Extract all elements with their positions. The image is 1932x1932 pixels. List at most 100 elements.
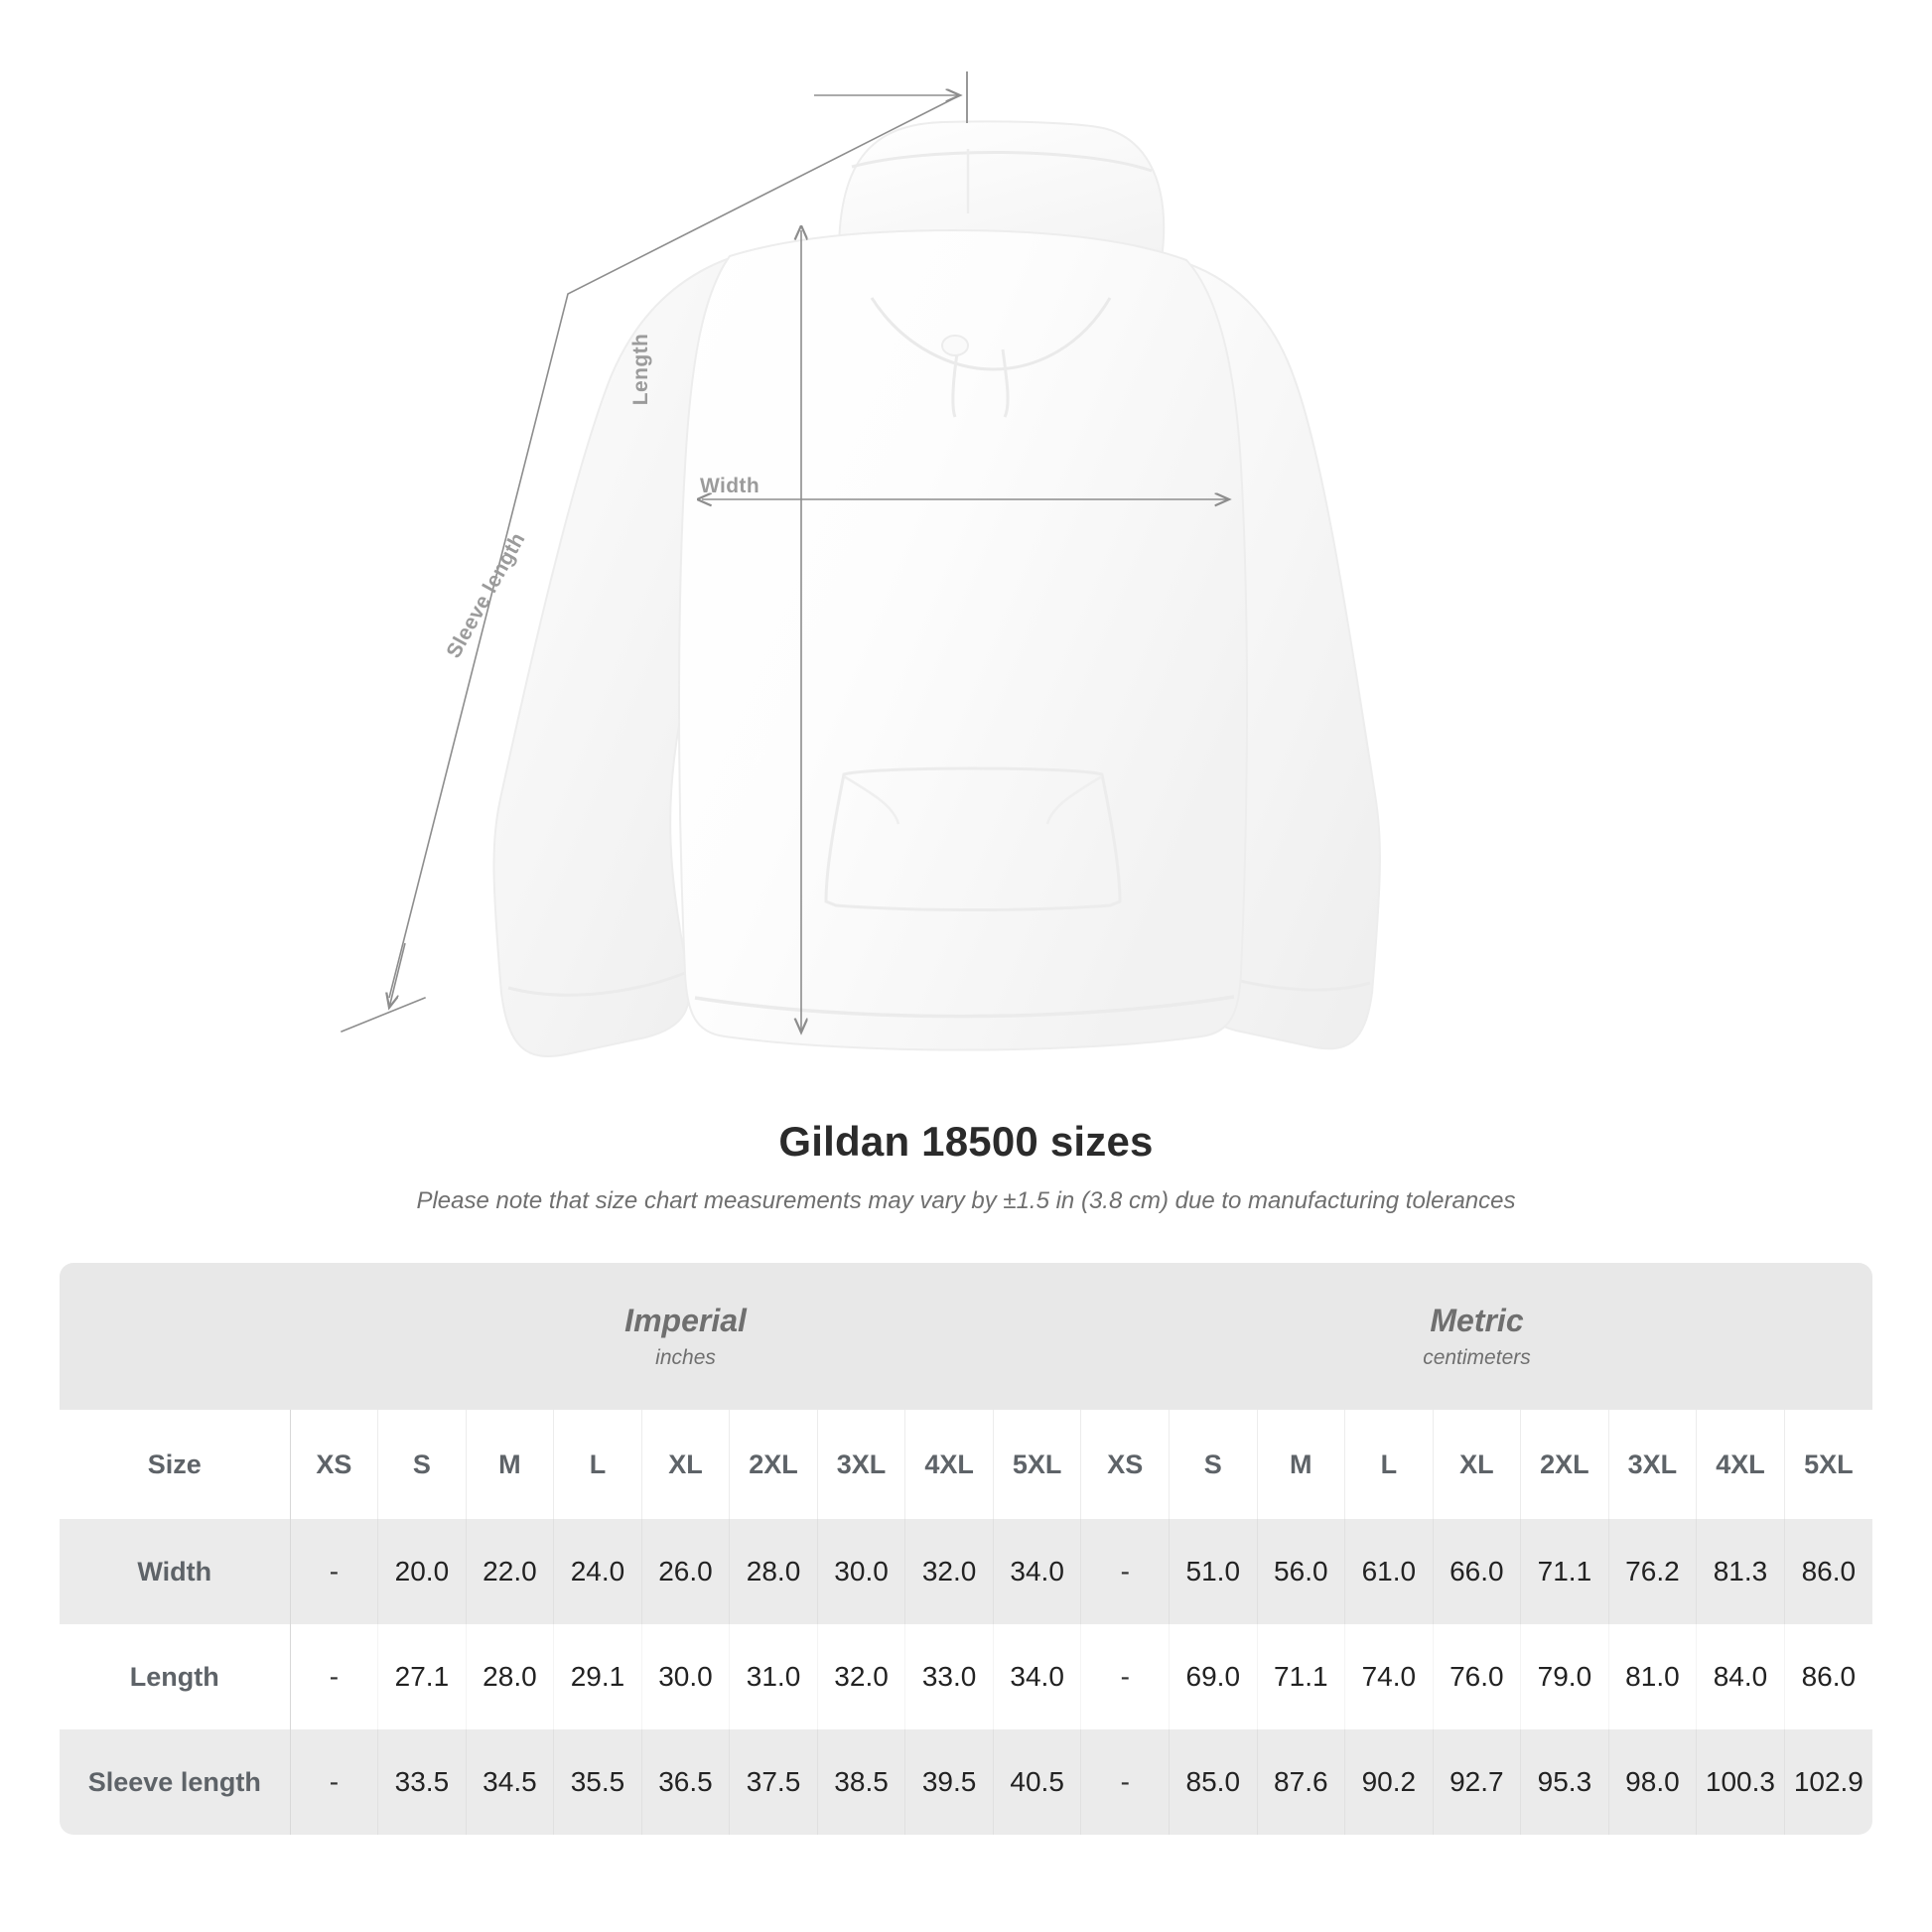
size-corner-label: Size	[60, 1410, 291, 1519]
cell-sleeve-length-metric-s: 85.0	[1169, 1729, 1258, 1835]
sleeve-measure-leader	[388, 94, 961, 999]
size-header-imperial-xs: XS	[290, 1410, 379, 1519]
cell-length-metric-l: 74.0	[1344, 1624, 1434, 1729]
size-header-metric-4xl: 4XL	[1696, 1410, 1785, 1519]
cell-sleeve-length-imperial-m: 34.5	[466, 1729, 555, 1835]
cell-length-metric-xl: 76.0	[1433, 1624, 1522, 1729]
size-header-metric-xl: XL	[1433, 1410, 1522, 1519]
sleeve-bottom-arrow	[389, 942, 406, 1008]
cell-width-imperial-4xl: 32.0	[904, 1519, 994, 1624]
metric-unit-title: Metric	[1430, 1302, 1524, 1338]
table-row: Sleeve length -33.5 34.5 35.5 36.5 37.5 38.5 39…	[60, 1729, 1872, 1835]
cell-width-metric-5xl: 86.0	[1784, 1519, 1872, 1624]
cell-length-metric-5xl: 86.0	[1784, 1624, 1872, 1729]
size-header-imperial-m: M	[466, 1410, 555, 1519]
size-header-row: Size XS S M L XL 2XL 3XL 4XL 5XL XS S M L XL 2XL 3XL 4XL…	[60, 1410, 1872, 1519]
title-block: Gildan 18500 sizes Please note that size…	[0, 1118, 1932, 1215]
size-header-imperial-4xl: 4XL	[904, 1410, 994, 1519]
cell-sleeve-length-metric-2xl: 95.3	[1520, 1729, 1609, 1835]
cell-length-imperial-xs: -	[290, 1624, 379, 1729]
cell-width-imperial-xl: 26.0	[641, 1519, 731, 1624]
length-label: Length	[629, 333, 652, 406]
cell-length-imperial-xl: 30.0	[641, 1624, 731, 1729]
cell-length-metric-4xl: 84.0	[1696, 1624, 1785, 1729]
size-header-metric-5xl: 5XL	[1784, 1410, 1872, 1519]
garment-diagram: Length Width Sleeve length	[341, 71, 1381, 1057]
cell-width-metric-4xl: 81.3	[1696, 1519, 1785, 1624]
unit-banner-spacer	[60, 1263, 291, 1410]
size-table-body: Width -20.0 22.0 24.0 26.0 28.0 30.0 32.0 34.0-5…	[60, 1519, 1872, 1835]
size-table-wrapper: Imperial inches Metric centimeters Size …	[60, 1263, 1872, 1835]
sleeve-bottom-tick	[341, 997, 426, 1033]
cell-length-imperial-3xl: 32.0	[817, 1624, 906, 1729]
cell-length-metric-m: 71.1	[1257, 1624, 1346, 1729]
size-header-imperial-3xl: 3XL	[817, 1410, 906, 1519]
cell-sleeve-length-metric-5xl: 102.9	[1784, 1729, 1872, 1835]
cell-length-imperial-2xl: 31.0	[729, 1624, 818, 1729]
hoodie-artwork	[492, 120, 1381, 1057]
cell-length-metric-3xl: 81.0	[1608, 1624, 1698, 1729]
size-table: Imperial inches Metric centimeters Size …	[60, 1263, 1872, 1835]
cell-width-metric-l: 61.0	[1344, 1519, 1434, 1624]
cell-width-metric-xl: 66.0	[1433, 1519, 1522, 1624]
table-row: Width -20.0 22.0 24.0 26.0 28.0 30.0 32.0 34.0-5…	[60, 1519, 1872, 1624]
hoodie-illustration-svg	[341, 71, 1381, 1057]
cell-width-imperial-5xl: 34.0	[993, 1519, 1082, 1624]
size-header-metric-l: L	[1344, 1410, 1434, 1519]
cell-sleeve-length-imperial-xl: 36.5	[641, 1729, 731, 1835]
size-header-imperial-5xl: 5XL	[993, 1410, 1082, 1519]
cell-sleeve-length-metric-3xl: 98.0	[1608, 1729, 1698, 1835]
size-header-imperial-2xl: 2XL	[729, 1410, 818, 1519]
cell-width-imperial-s: 20.0	[377, 1519, 467, 1624]
cell-width-imperial-3xl: 30.0	[817, 1519, 906, 1624]
cell-sleeve-length-metric-xs: -	[1080, 1729, 1170, 1835]
cell-width-metric-s: 51.0	[1169, 1519, 1258, 1624]
cell-sleeve-length-imperial-5xl: 40.5	[993, 1729, 1082, 1835]
row-label-sleeve-length: Sleeve length	[60, 1729, 291, 1835]
cell-sleeve-length-metric-xl: 92.7	[1433, 1729, 1522, 1835]
unit-banner-row: Imperial inches Metric centimeters	[60, 1263, 1872, 1410]
table-row: Length -27.1 28.0 29.1 30.0 31.0 32.0 33.0 34.0-…	[60, 1624, 1872, 1729]
cell-length-metric-xs: -	[1080, 1624, 1170, 1729]
width-label: Width	[699, 475, 760, 497]
imperial-unit-subtitle: inches	[655, 1346, 716, 1370]
cell-width-metric-xs: -	[1080, 1519, 1170, 1624]
cell-length-metric-s: 69.0	[1169, 1624, 1258, 1729]
cell-width-metric-2xl: 71.1	[1520, 1519, 1609, 1624]
imperial-unit-banner: Imperial inches	[290, 1263, 1081, 1410]
row-label-length: Length	[60, 1624, 291, 1729]
cell-sleeve-length-imperial-xs: -	[290, 1729, 379, 1835]
page-title: Gildan 18500 sizes	[778, 1118, 1154, 1165]
cell-width-imperial-xs: -	[290, 1519, 379, 1624]
cell-width-metric-m: 56.0	[1257, 1519, 1346, 1624]
cell-width-imperial-m: 22.0	[466, 1519, 555, 1624]
cell-width-imperial-l: 24.0	[553, 1519, 642, 1624]
cell-width-metric-3xl: 76.2	[1608, 1519, 1698, 1624]
cell-sleeve-length-metric-m: 87.6	[1257, 1729, 1346, 1835]
cell-length-imperial-4xl: 33.0	[904, 1624, 994, 1729]
size-header-metric-m: M	[1257, 1410, 1346, 1519]
cell-width-imperial-2xl: 28.0	[729, 1519, 818, 1624]
metric-unit-subtitle: centimeters	[1423, 1346, 1531, 1370]
size-header-imperial-xl: XL	[641, 1410, 731, 1519]
cell-sleeve-length-metric-l: 90.2	[1344, 1729, 1434, 1835]
cell-length-imperial-5xl: 34.0	[993, 1624, 1082, 1729]
size-header-metric-s: S	[1169, 1410, 1258, 1519]
cell-length-imperial-s: 27.1	[377, 1624, 467, 1729]
size-header-imperial-l: L	[553, 1410, 642, 1519]
cell-length-imperial-l: 29.1	[553, 1624, 642, 1729]
size-header-metric-3xl: 3XL	[1608, 1410, 1698, 1519]
size-header-metric-2xl: 2XL	[1520, 1410, 1609, 1519]
row-label-width: Width	[60, 1519, 291, 1624]
imperial-unit-title: Imperial	[624, 1302, 747, 1338]
size-header-metric-xs: XS	[1080, 1410, 1170, 1519]
cell-sleeve-length-imperial-s: 33.5	[377, 1729, 467, 1835]
cell-length-metric-2xl: 79.0	[1520, 1624, 1609, 1729]
cell-sleeve-length-imperial-3xl: 38.5	[817, 1729, 906, 1835]
cell-sleeve-length-imperial-2xl: 37.5	[729, 1729, 818, 1835]
size-table-head: Imperial inches Metric centimeters Size …	[60, 1263, 1872, 1519]
size-header-imperial-s: S	[377, 1410, 467, 1519]
cell-sleeve-length-imperial-l: 35.5	[553, 1729, 642, 1835]
cell-sleeve-length-imperial-4xl: 39.5	[904, 1729, 994, 1835]
